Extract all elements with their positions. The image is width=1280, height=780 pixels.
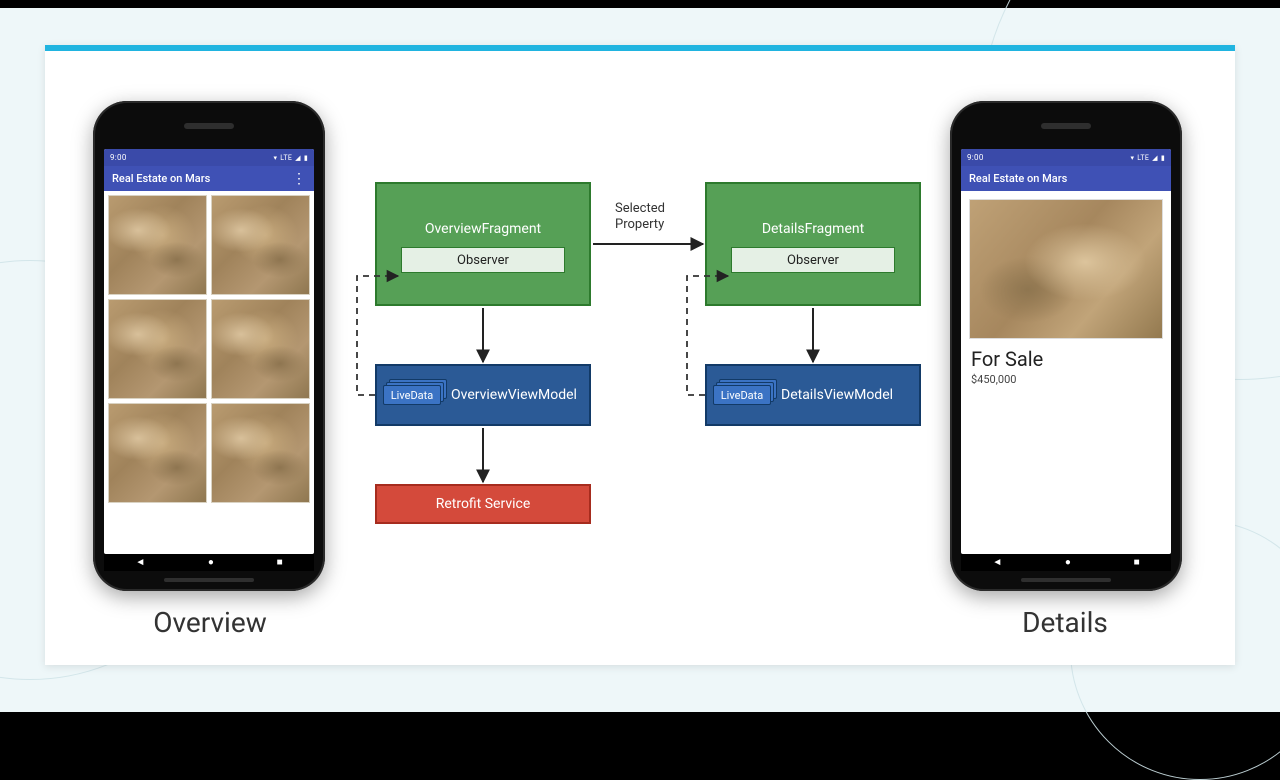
mars-tile[interactable]	[211, 299, 310, 399]
status-time: 9:00	[110, 153, 127, 162]
node-overview-viewmodel: LiveData OverviewViewModel	[375, 364, 591, 426]
mars-grid	[104, 191, 314, 507]
sale-price: $450,000	[971, 373, 1161, 386]
observer-box: Observer	[731, 247, 895, 273]
status-time: 9:00	[967, 153, 984, 162]
observer-label: Observer	[787, 253, 839, 268]
app-bar: Real Estate on Mars	[961, 166, 1171, 191]
mars-tile[interactable]	[108, 195, 207, 295]
home-icon[interactable]: ●	[208, 557, 214, 568]
phone-screen-details: 9:00 ▾LTE◢▮ Real Estate on Mars For Sale…	[961, 149, 1171, 554]
phone-screen-overview: 9:00 ▾LTE◢▮ Real Estate on Mars ⋮	[104, 149, 314, 554]
sale-title: For Sale	[971, 347, 1161, 371]
node-retrofit-service: Retrofit Service	[375, 484, 591, 524]
node-label: OverviewViewModel	[451, 387, 577, 403]
mars-tile[interactable]	[211, 195, 310, 295]
caption-details: Details	[960, 606, 1170, 639]
mars-tile[interactable]	[211, 403, 310, 503]
node-details-viewmodel: LiveData DetailsViewModel	[705, 364, 921, 426]
livedata-label: LiveData	[391, 389, 433, 402]
mars-tile[interactable]	[108, 299, 207, 399]
observer-label: Observer	[457, 253, 509, 268]
back-icon[interactable]: ◄	[992, 557, 1002, 568]
phone-overview: 9:00 ▾LTE◢▮ Real Estate on Mars ⋮	[93, 101, 325, 591]
node-label: Retrofit Service	[436, 496, 531, 512]
status-bar: 9:00 ▾LTE◢▮	[104, 149, 314, 166]
node-label: OverviewFragment	[425, 221, 541, 237]
livedata-label: LiveData	[721, 389, 763, 402]
home-icon[interactable]: ●	[1065, 557, 1071, 568]
app-bar: Real Estate on Mars ⋮	[104, 166, 314, 191]
node-details-fragment: DetailsFragment Observer	[705, 182, 921, 306]
status-icons: ▾LTE◢▮	[273, 154, 308, 162]
livedata-chip: LiveData	[383, 385, 441, 405]
recents-icon[interactable]: ■	[277, 557, 283, 568]
phone-speaker	[184, 123, 234, 129]
status-icons: ▾LTE◢▮	[1130, 154, 1165, 162]
overflow-icon[interactable]: ⋮	[292, 172, 306, 186]
mars-tile[interactable]	[108, 403, 207, 503]
slide-panel: 9:00 ▾LTE◢▮ Real Estate on Mars ⋮	[45, 45, 1235, 665]
mars-hero-image	[969, 199, 1163, 339]
observer-box: Observer	[401, 247, 565, 273]
phone-homebar	[1021, 578, 1111, 582]
back-icon[interactable]: ◄	[135, 557, 145, 568]
phone-speaker	[1041, 123, 1091, 129]
edge-label-selected-property: Selected Property	[615, 201, 665, 234]
node-overview-fragment: OverviewFragment Observer	[375, 182, 591, 306]
recents-icon[interactable]: ■	[1134, 557, 1140, 568]
status-bar: 9:00 ▾LTE◢▮	[961, 149, 1171, 166]
phone-details: 9:00 ▾LTE◢▮ Real Estate on Mars For Sale…	[950, 101, 1182, 591]
app-title: Real Estate on Mars	[112, 172, 210, 185]
node-label: DetailsViewModel	[781, 387, 893, 403]
android-navbar: ◄ ● ■	[104, 554, 314, 571]
livedata-chip: LiveData	[713, 385, 771, 405]
node-label: DetailsFragment	[762, 221, 864, 237]
caption-overview: Overview	[105, 606, 315, 639]
app-title: Real Estate on Mars	[969, 172, 1067, 185]
phone-homebar	[164, 578, 254, 582]
details-body: For Sale $450,000	[961, 191, 1171, 396]
android-navbar: ◄ ● ■	[961, 554, 1171, 571]
stage: 9:00 ▾LTE◢▮ Real Estate on Mars ⋮	[0, 0, 1280, 720]
